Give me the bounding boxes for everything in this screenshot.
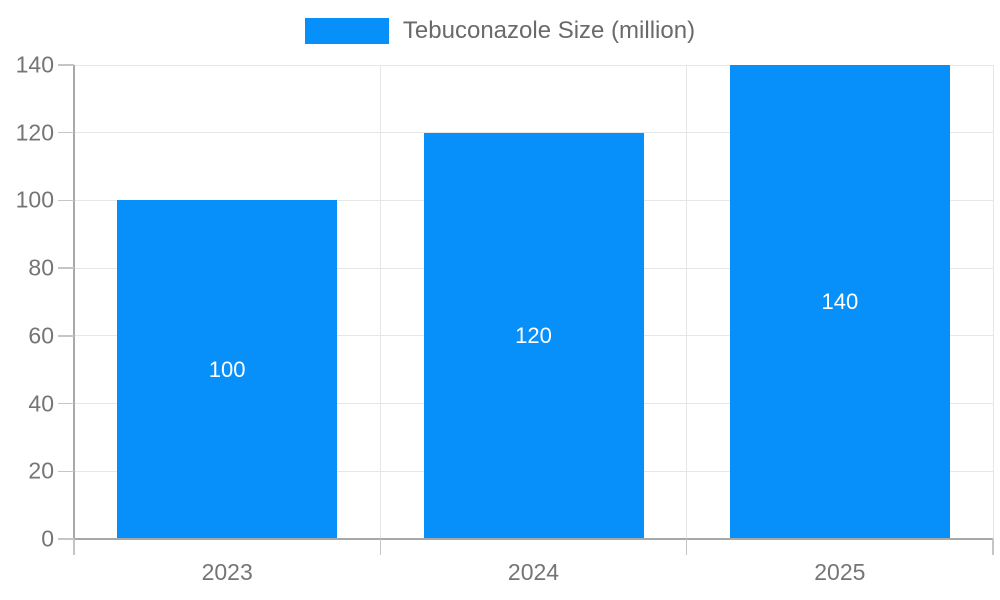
- y-tick-label-120: 120: [15, 119, 54, 146]
- bar-value-label-2024: 120: [515, 322, 552, 348]
- x-tick-label-2025: 2025: [814, 559, 866, 585]
- legend-swatch: [304, 18, 389, 44]
- y-tick-label-40: 40: [28, 390, 54, 417]
- bar-2025: [729, 65, 950, 539]
- x-tick-2: [685, 539, 688, 555]
- y-tick-label-20: 20: [28, 457, 54, 484]
- plot-area: 100 120 140: [74, 64, 994, 539]
- y-tick-80: [58, 267, 74, 269]
- y-tick-120: [58, 131, 74, 134]
- legend-label: Tebuconazole Size (million): [402, 17, 696, 44]
- y-tick-label-80: 80: [28, 254, 54, 281]
- chart-legend: Tebuconazole Size (million): [0, 18, 1000, 44]
- y-tick-100: [58, 199, 74, 202]
- bar-2024: [423, 132, 644, 539]
- y-tick-40: [58, 402, 74, 405]
- x-tick-1: [379, 539, 382, 555]
- x-tick-label-2023: 2023: [201, 559, 253, 585]
- gridline-v-1: [379, 65, 381, 539]
- y-tick-0: [58, 538, 74, 540]
- bar-2023: [117, 200, 338, 539]
- y-tick-label-140: 140: [15, 51, 54, 78]
- bar-value-label-2025: 140: [821, 289, 859, 314]
- bar-value-label-2023: 100: [208, 356, 246, 382]
- y-tick-label-100: 100: [15, 186, 54, 213]
- gridline-v-3: [992, 65, 994, 539]
- x-tick-label-2024: 2024: [507, 559, 560, 585]
- gridline-h-140: [74, 64, 993, 66]
- y-tick-140: [58, 64, 74, 66]
- y-tick-20: [58, 470, 74, 473]
- x-tick-0: [73, 539, 75, 555]
- x-axis-line: [58, 538, 993, 540]
- y-tick-label-0: 0: [41, 525, 54, 552]
- gridline-v-2: [686, 65, 688, 539]
- y-tick-60: [58, 335, 74, 337]
- y-tick-label-60: 60: [28, 322, 54, 349]
- x-tick-3: [992, 539, 994, 555]
- y-axis-line: [73, 65, 75, 555]
